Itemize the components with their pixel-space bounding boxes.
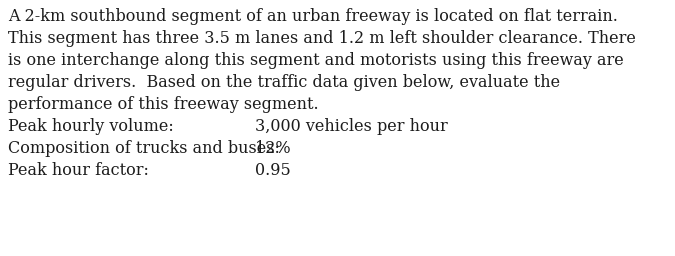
Text: Peak hourly volume:: Peak hourly volume: (8, 118, 173, 135)
Text: 3,000 vehicles per hour: 3,000 vehicles per hour (255, 118, 448, 135)
Text: Peak hour factor:: Peak hour factor: (8, 162, 149, 179)
Text: This segment has three 3.5 m lanes and 1.2 m left shoulder clearance. There: This segment has three 3.5 m lanes and 1… (8, 30, 636, 47)
Text: Composition of trucks and buses:: Composition of trucks and buses: (8, 140, 280, 157)
Text: is one interchange along this segment and motorists using this freeway are: is one interchange along this segment an… (8, 52, 624, 69)
Text: 0.95: 0.95 (255, 162, 291, 179)
Text: 12%: 12% (255, 140, 291, 157)
Text: regular drivers.  Based on the traffic data given below, evaluate the: regular drivers. Based on the traffic da… (8, 74, 560, 91)
Text: A 2-km southbound segment of an urban freeway is located on flat terrain.: A 2-km southbound segment of an urban fr… (8, 8, 618, 25)
Text: performance of this freeway segment.: performance of this freeway segment. (8, 96, 319, 113)
